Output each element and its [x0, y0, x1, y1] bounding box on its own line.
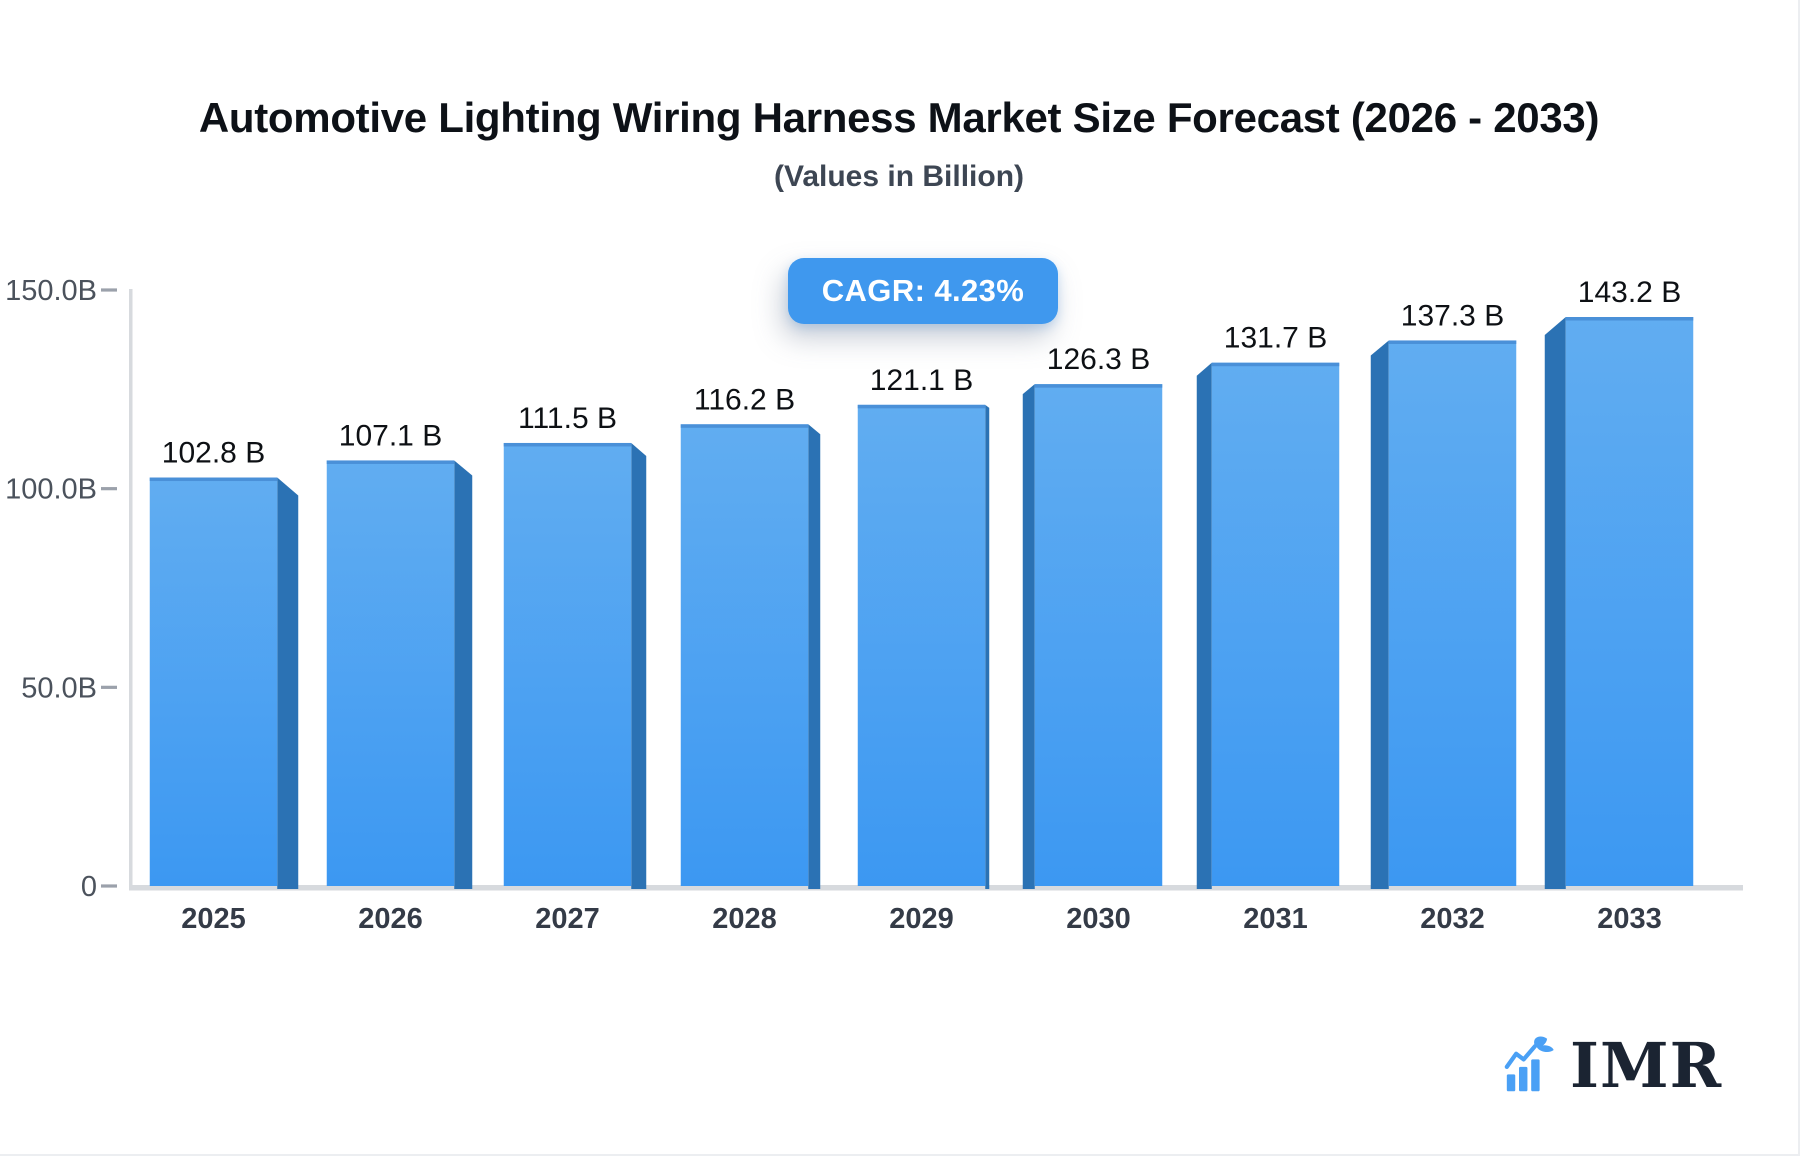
bar-side-face: [277, 477, 299, 889]
bar-2032[interactable]: 137.3 B: [1370, 299, 1517, 890]
bar-side-face: [631, 442, 647, 889]
y-tick-label: 0: [81, 871, 97, 903]
bar-front-face: [857, 404, 986, 886]
bar-front-face: [149, 477, 278, 886]
bar-top-edge: [1565, 317, 1694, 321]
bar-value-label: 116.2 B: [694, 383, 795, 416]
y-tick-mark: [101, 884, 117, 888]
y-tick-label: 100.0B: [5, 474, 97, 506]
bar-2028[interactable]: 116.2 B: [680, 383, 821, 889]
bar-value-label: 121.1 B: [870, 364, 973, 397]
y-tick-mark: [101, 487, 117, 491]
bar-top-edge: [1211, 362, 1340, 367]
x-axis-label-2025: 2025: [181, 903, 246, 935]
x-axis-baseline: [129, 885, 1743, 891]
bar-2025[interactable]: 102.8 B: [149, 437, 299, 889]
x-axis-label-2027: 2027: [535, 903, 600, 935]
bar-top-edge: [326, 460, 455, 464]
bar-side-face: [1544, 317, 1566, 889]
x-axis-label-2033: 2033: [1597, 903, 1662, 935]
bar-side-face: [985, 404, 990, 889]
bar-side-face: [1022, 384, 1035, 889]
leaf-icon: [1536, 1045, 1554, 1052]
x-axis-label-2032: 2032: [1420, 903, 1485, 935]
bar-2031[interactable]: 131.7 B: [1196, 322, 1340, 889]
bar-front-face: [1388, 340, 1517, 887]
bar-value-label: 131.7 B: [1224, 322, 1327, 355]
bar-2030[interactable]: 126.3 B: [1022, 343, 1163, 889]
bar-value-label: 111.5 B: [518, 402, 617, 435]
bar-2029[interactable]: 121.1 B: [857, 364, 990, 889]
x-axis-label-2031: 2031: [1243, 903, 1308, 935]
growth-chart-leaf-icon: [1504, 1036, 1554, 1092]
bar-top-edge: [1034, 384, 1163, 388]
bar-side-face: [1370, 340, 1389, 890]
y-axis-line: [129, 289, 133, 889]
y-tick-label: 50.0B: [21, 672, 97, 704]
bar-2026[interactable]: 107.1 B: [326, 419, 473, 889]
bar-top-edge: [149, 477, 278, 482]
bar-top-edge: [503, 442, 632, 447]
bar-side-face: [454, 460, 473, 889]
bar-side-face: [808, 424, 821, 889]
bar-value-label: 107.1 B: [339, 419, 442, 452]
bar-2027[interactable]: 111.5 B: [503, 402, 647, 889]
cagr-badge: CAGR: 4.23%: [788, 258, 1058, 324]
bar-value-label: 137.3 B: [1401, 299, 1504, 332]
x-axis-label-2026: 2026: [358, 903, 423, 935]
bar-top-edge: [680, 424, 809, 428]
leaf-icon: [1534, 1036, 1548, 1048]
bar-side-face: [1196, 362, 1212, 889]
bar-front-face: [680, 424, 809, 886]
y-tick-mark: [101, 685, 117, 689]
x-axis-label-2030: 2030: [1066, 903, 1131, 935]
chart-subtitle: (Values in Billion): [773, 160, 1025, 193]
bar-top-edge: [1388, 340, 1517, 344]
x-axis-label-2028: 2028: [712, 903, 777, 935]
bar-front-face: [1034, 384, 1163, 886]
bar-front-face: [1565, 317, 1694, 886]
bar-value-label: 126.3 B: [1047, 343, 1150, 376]
logo-text: IMR: [1570, 1028, 1723, 1102]
bar-value-label: 143.2 B: [1578, 276, 1681, 309]
bar-front-face: [1211, 362, 1340, 886]
page-title: Automotive Lighting Wiring Harness Marke…: [198, 94, 1600, 141]
x-axis-label-2029: 2029: [889, 903, 954, 935]
bar-front-face: [326, 460, 455, 886]
bar-2033[interactable]: 143.2 B: [1544, 276, 1694, 889]
bar-top-edge: [857, 404, 986, 409]
y-tick-mark: [101, 288, 117, 292]
y-tick-label: 150.0B: [5, 275, 97, 307]
imr-logo: IMR: [1504, 1028, 1723, 1102]
bar-value-label: 102.8 B: [162, 437, 265, 470]
bar-front-face: [503, 442, 632, 886]
